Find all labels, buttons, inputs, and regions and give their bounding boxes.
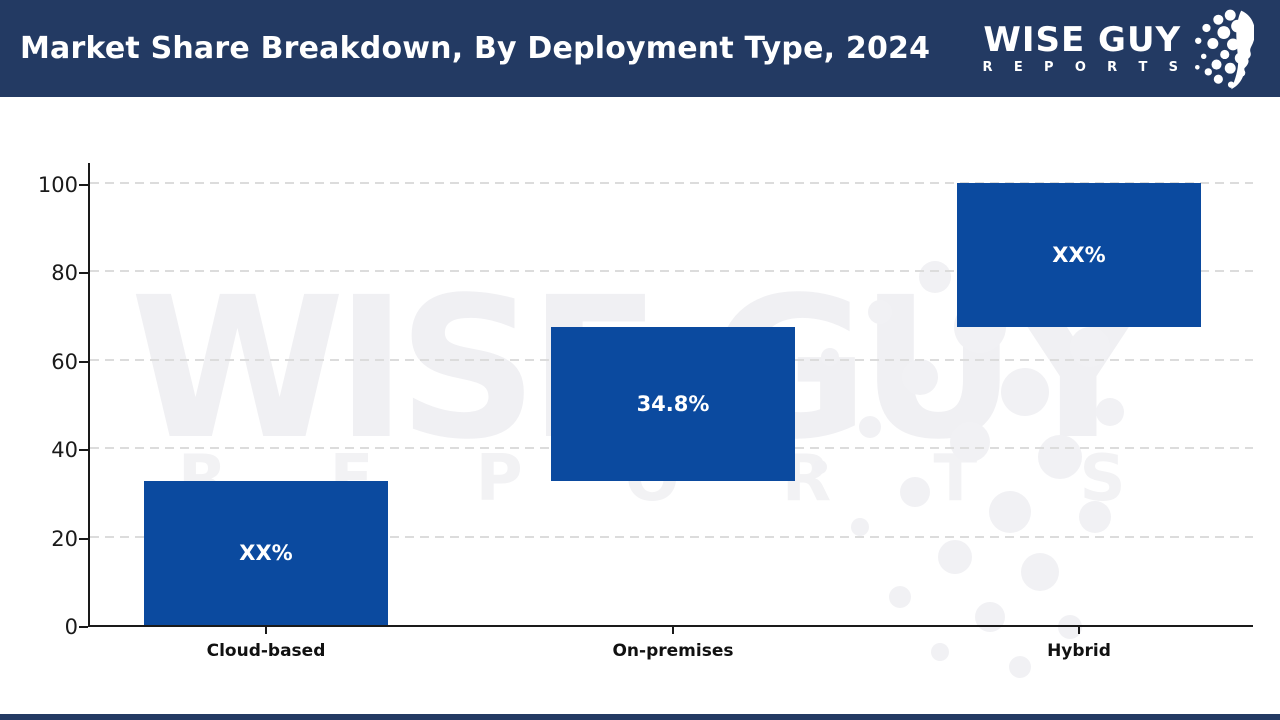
- x-tick-label: Hybrid: [1047, 641, 1111, 661]
- gridline: [90, 535, 1253, 538]
- wise-guy-logo: WISE GUY R E P O R T S: [977, 6, 1254, 92]
- footer-bar: [0, 714, 1280, 720]
- y-tick-label: 20: [51, 526, 78, 551]
- bar-label: XX%: [1052, 243, 1106, 268]
- logo-head-icon: [1195, 9, 1254, 89]
- y-tick-mark: [79, 537, 88, 540]
- chart-canvas: WISE GUY R E P O R T S XX%Cloud-based34.…: [0, 97, 1280, 714]
- y-tick-label: 80: [51, 261, 78, 286]
- y-tick-label: 40: [51, 438, 78, 463]
- y-tick-mark: [79, 449, 88, 452]
- gridline: [90, 270, 1253, 273]
- bar-label: 34.8%: [636, 392, 710, 417]
- y-tick-mark: [79, 272, 88, 275]
- plot-area: XX% Cloud-based 34.8% On-premises XX% Hybrid: [88, 163, 1253, 661]
- x-tick-label: On-premises: [612, 641, 734, 661]
- bar-label: XX%: [239, 540, 293, 565]
- y-tick-mark: [79, 360, 88, 363]
- x-tick-mark: [672, 627, 674, 634]
- bar-cloud-based: XX%: [144, 480, 388, 625]
- x-tick-label: Cloud-based: [206, 641, 326, 661]
- gridline: [90, 182, 1253, 184]
- bar-hybrid: XX%: [957, 183, 1201, 328]
- x-tick-mark: [265, 627, 267, 634]
- logo-wordmark: WISE GUY: [983, 20, 1182, 60]
- logo-text: WISE GUY R E P O R T S: [977, 23, 1188, 74]
- y-tick-mark: [79, 626, 88, 628]
- y-tick-label: 100: [37, 173, 78, 197]
- x-tick-mark: [1078, 627, 1080, 634]
- logo-subtitle: R E P O R T S: [982, 60, 1188, 75]
- y-tick-mark: [79, 184, 88, 186]
- chart-title: Market Share Breakdown, By Deployment Ty…: [20, 31, 931, 66]
- bar-on-premises: 34.8%: [551, 327, 795, 481]
- y-tick-label: 60: [51, 349, 78, 374]
- header-banner: Market Share Breakdown, By Deployment Ty…: [0, 0, 1280, 97]
- y-tick-label: 0: [64, 615, 78, 639]
